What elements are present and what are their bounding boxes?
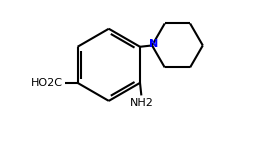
Text: NH2: NH2 xyxy=(130,98,153,108)
Text: HO2C: HO2C xyxy=(31,78,63,88)
Text: N: N xyxy=(149,39,158,49)
